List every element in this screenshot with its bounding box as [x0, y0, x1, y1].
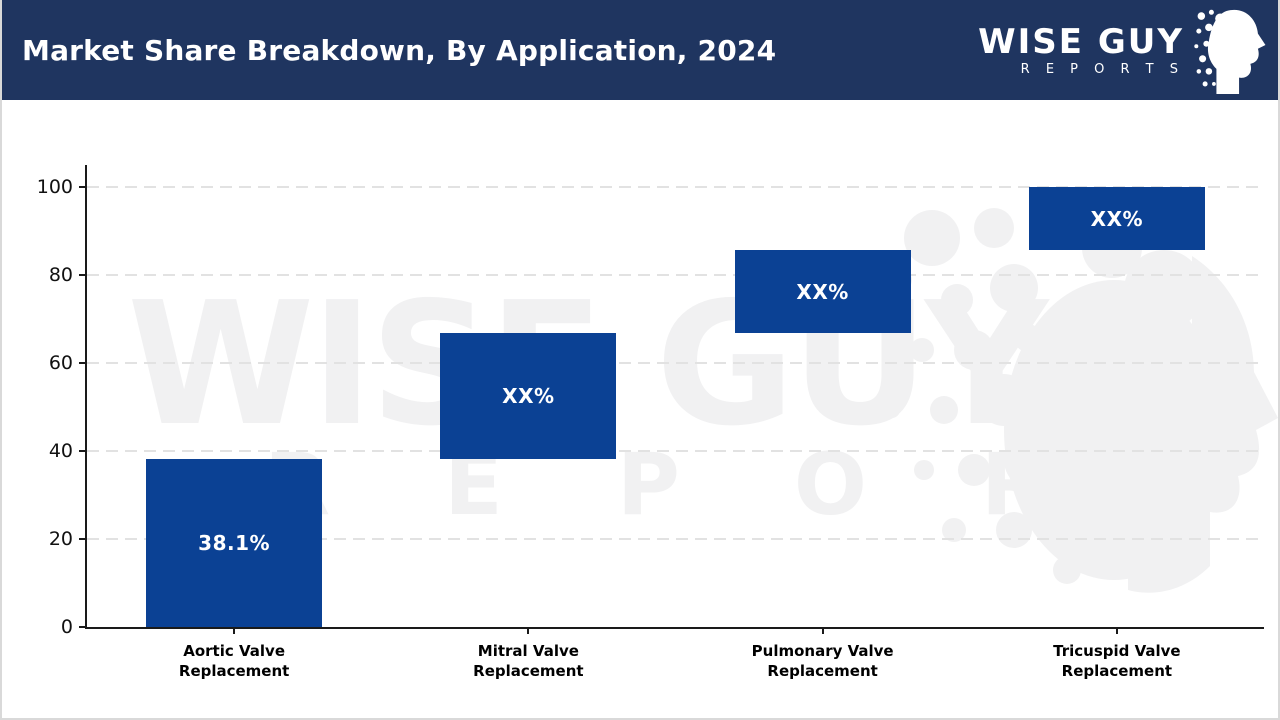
y-tick-100: [79, 186, 87, 188]
page-title: Market Share Breakdown, By Application, …: [22, 33, 777, 67]
y-tick-label-80: 80: [48, 264, 73, 286]
y-tick-label-40: 40: [48, 440, 73, 462]
x-tick-mitral-valve-replacement: [527, 627, 530, 634]
y-tick-80: [79, 274, 87, 276]
bar-value-label: XX%: [502, 384, 555, 409]
bar-mitral-valve-replacement: XX%: [440, 332, 617, 460]
wise-guy-logo: WISE GUY R E P O R T S: [978, 6, 1268, 94]
gridline-100: [87, 186, 1264, 188]
y-tick-0: [79, 626, 87, 628]
y-tick-40: [79, 450, 87, 452]
bar-pulmonary-valve-replacement: XX%: [734, 250, 911, 333]
logo-wordmark: WISE GUY: [978, 21, 1184, 62]
gridline-20: [87, 538, 1264, 540]
bar-value-label: XX%: [1090, 206, 1144, 231]
y-tick-20: [79, 538, 87, 540]
y-tick-label-60: 60: [48, 352, 73, 374]
plot-area: 0 20 40 60 80 100 38.1% Aortic Valve Replacemen…: [37, 165, 1264, 680]
y-tick-label-20: 20: [48, 528, 73, 550]
x-category-label-mitral-valve-replacement: Mitral Valve Replacement: [473, 642, 584, 681]
x-tick-tricuspid-valve-replacement: [1115, 627, 1118, 634]
header: Market Share Breakdown, By Application, …: [2, 0, 1278, 100]
x-category-label-pulmonary-valve-replacement: Pulmonary Valve Replacement: [751, 642, 894, 681]
x-category-label-aortic-valve-replacement: Aortic Valve Replacement: [178, 642, 290, 681]
bar-aortic-valve-replacement: 38.1%: [146, 459, 323, 627]
y-tick-label-0: 0: [60, 616, 73, 638]
gridline-60: [87, 362, 1264, 364]
bar-value-label: XX%: [796, 279, 849, 304]
gridline-80: [87, 274, 1264, 276]
x-tick-aortic-valve-replacement: [233, 627, 236, 634]
bar-tricuspid-valve-replacement: XX%: [1028, 187, 1205, 251]
y-tick-label-100: 100: [36, 176, 73, 198]
gridline-40: [87, 450, 1264, 452]
face-profile-icon: [1194, 9, 1266, 94]
bar-value-label: 38.1%: [198, 531, 271, 556]
x-category-label-tricuspid-valve-replacement: Tricuspid Valve Replacement: [1053, 642, 1181, 681]
logo-subtext: R E P O R T S: [1020, 61, 1184, 77]
y-tick-60: [79, 362, 87, 364]
logo-text: WISE GUY R E P O R T S: [978, 25, 1184, 76]
x-tick-pulmonary-valve-replacement: [821, 627, 824, 634]
